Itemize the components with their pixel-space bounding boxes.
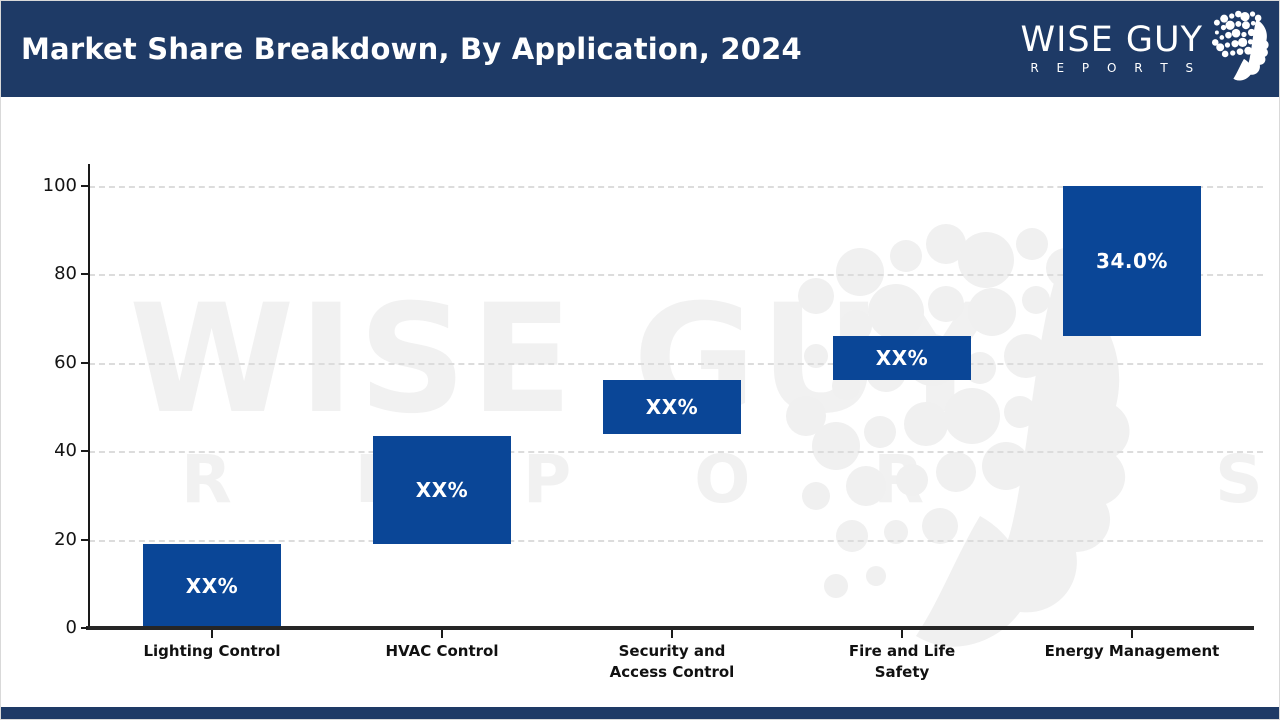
gridline-100 — [89, 186, 1263, 188]
logo-reports-text: R E P O R T S — [1030, 61, 1201, 75]
bar-value-label: XX% — [645, 394, 699, 419]
y-axis-label-0: 0 — [65, 617, 77, 638]
gridline-40 — [89, 451, 1263, 454]
watermark-head-icon — [786, 224, 1130, 647]
x-axis-tick-2 — [671, 630, 673, 638]
x-axis-tick-3 — [901, 630, 903, 638]
logo-wordmark: WISE GUY R E P O R T S — [1020, 20, 1203, 76]
gridline-20 — [89, 539, 1263, 542]
y-axis-tick-80 — [81, 273, 88, 276]
wise-guy-reports-logo: WISE GUY R E P O R T S — [1020, 1, 1273, 97]
y-axis-tick-100 — [81, 185, 88, 187]
x-axis-tick-4 — [1131, 630, 1133, 638]
x-axis-label-3: Fire and Life Safety — [848, 642, 956, 681]
y-axis-line — [88, 164, 90, 630]
x-axis-line — [86, 626, 1254, 630]
bar-security-and-access-control: XX% — [603, 380, 741, 434]
y-axis-label-40: 40 — [54, 440, 77, 462]
x-axis-tick-1 — [441, 630, 443, 638]
logo-wise-guy-text: WISE GUY — [1020, 20, 1203, 60]
y-axis-tick-60 — [81, 361, 88, 364]
bar-value-label: XX% — [185, 574, 239, 598]
y-axis-tick-20 — [81, 538, 88, 541]
footer-bar — [1, 707, 1279, 719]
gridline-80 — [89, 274, 1263, 277]
y-axis-tick-0 — [81, 627, 88, 629]
bar-value-label: XX% — [415, 477, 469, 502]
x-axis-label-0: Lighting Control — [143, 642, 281, 660]
y-axis-label-80: 80 — [54, 263, 77, 285]
bar-lighting-control: XX% — [143, 544, 281, 628]
bar-value-label: 34.0% — [1096, 249, 1168, 274]
header-bar: Market Share Breakdown, By Application, … — [1, 1, 1279, 97]
y-axis-tick-40 — [81, 450, 88, 453]
x-axis-label-1: HVAC Control — [385, 642, 499, 660]
x-axis-label-2: Security and Access Control — [609, 642, 735, 681]
x-axis-label-4: Energy Management — [1044, 642, 1220, 660]
bar-hvac-control: XX% — [373, 435, 511, 544]
page-title: Market Share Breakdown, By Application, … — [21, 32, 802, 66]
bar-fire-and-life-safety: XX% — [833, 336, 971, 381]
x-axis-tick-0 — [211, 630, 213, 638]
y-axis-label-60: 60 — [54, 351, 77, 373]
y-axis-label-20: 20 — [54, 528, 77, 550]
bar-value-label: XX% — [875, 346, 929, 371]
logo-head-icon — [1211, 10, 1269, 81]
bar-energy-management: 34.0% — [1063, 186, 1201, 337]
gridline-60 — [89, 362, 1263, 365]
y-axis-label-100: 100 — [42, 175, 77, 196]
